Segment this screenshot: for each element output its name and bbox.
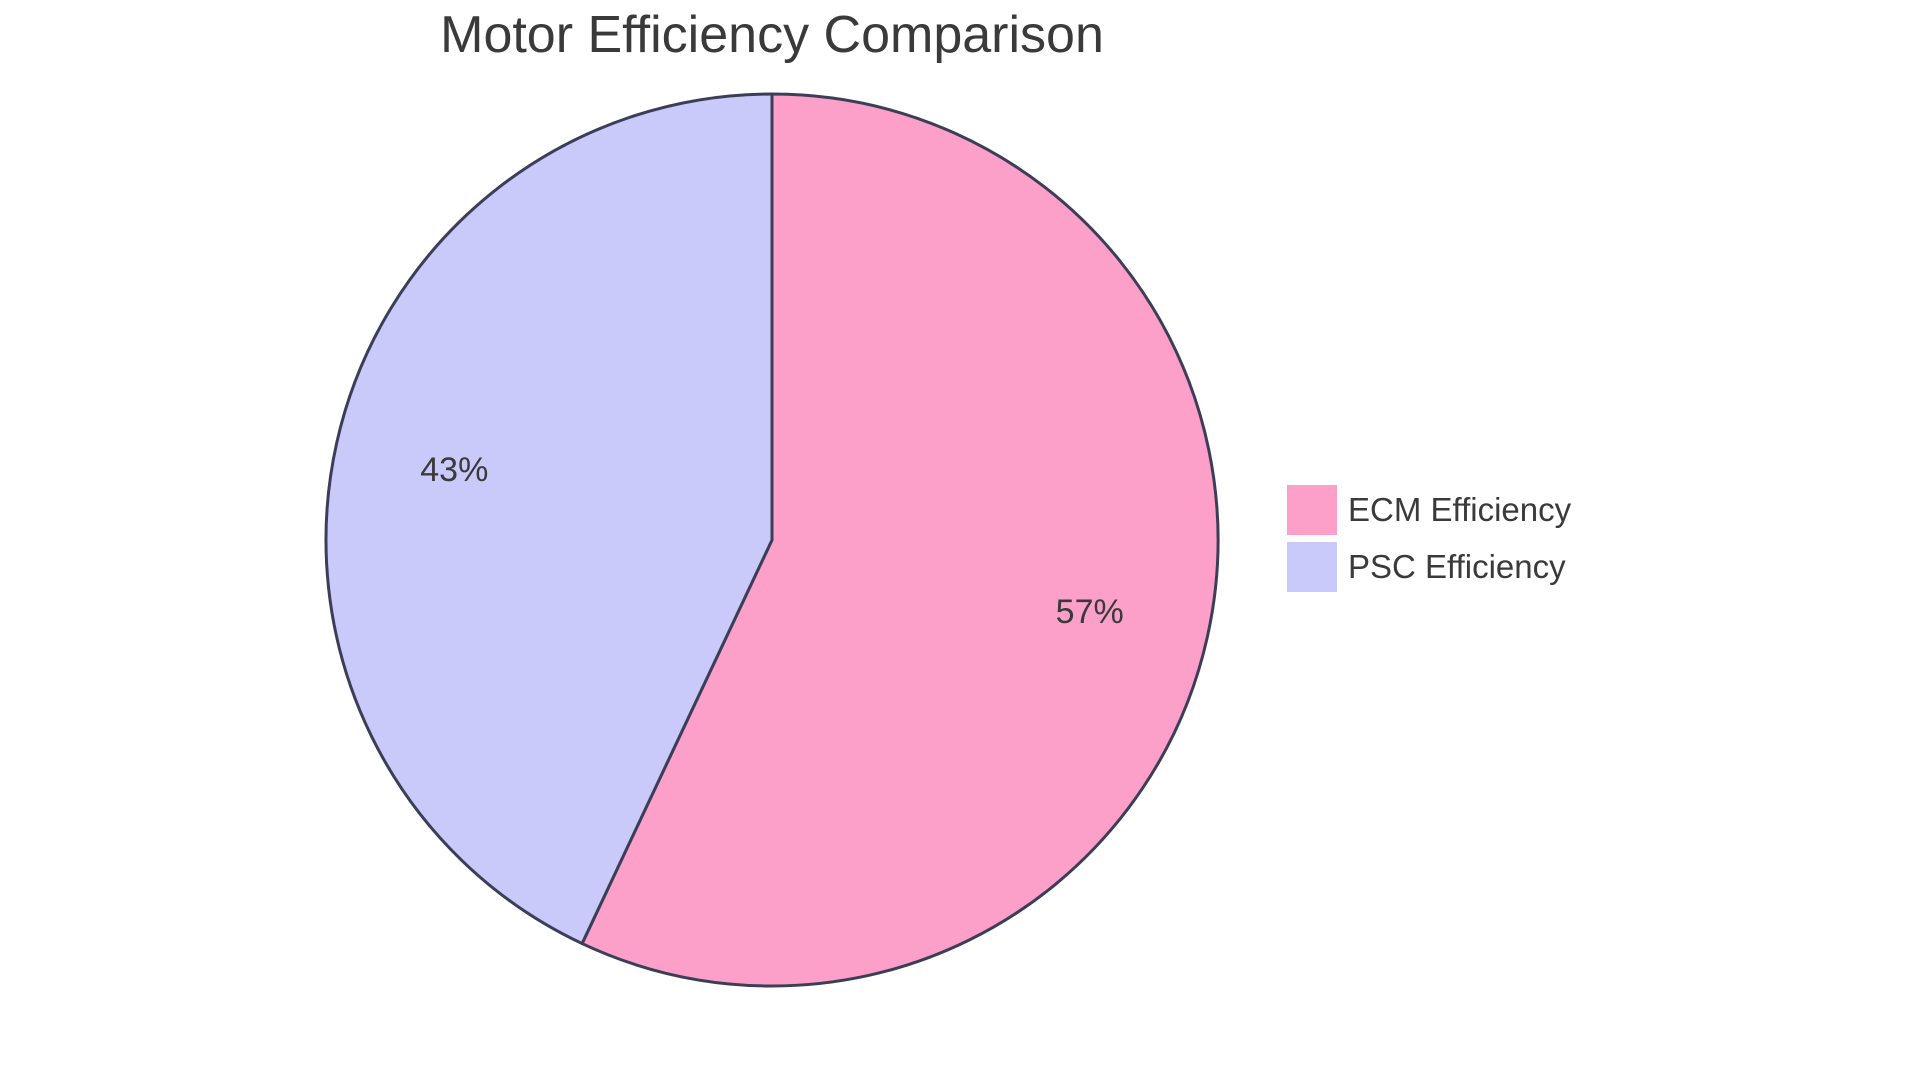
- legend-item-ecm-efficiency[interactable]: ECM Efficiency: [1287, 485, 1571, 535]
- pie-slice-ecm-efficiency[interactable]: [580, 92, 1220, 988]
- pie-percent-label-psc: 43%: [420, 451, 488, 489]
- pie-slice-psc-efficiency[interactable]: [324, 92, 774, 946]
- legend: ECM Efficiency PSC Efficiency: [1287, 485, 1571, 592]
- legend-label-psc: PSC Efficiency: [1348, 548, 1566, 585]
- chart-title: Motor Efficiency Comparison: [440, 6, 1104, 64]
- legend-swatch-ecm-icon: [1287, 485, 1337, 535]
- legend-item-psc-efficiency[interactable]: PSC Efficiency: [1287, 542, 1571, 592]
- pie-percent-label-ecm: 57%: [1056, 593, 1124, 631]
- legend-swatch-psc-icon: [1287, 542, 1337, 592]
- legend-label-ecm: ECM Efficiency: [1348, 491, 1572, 528]
